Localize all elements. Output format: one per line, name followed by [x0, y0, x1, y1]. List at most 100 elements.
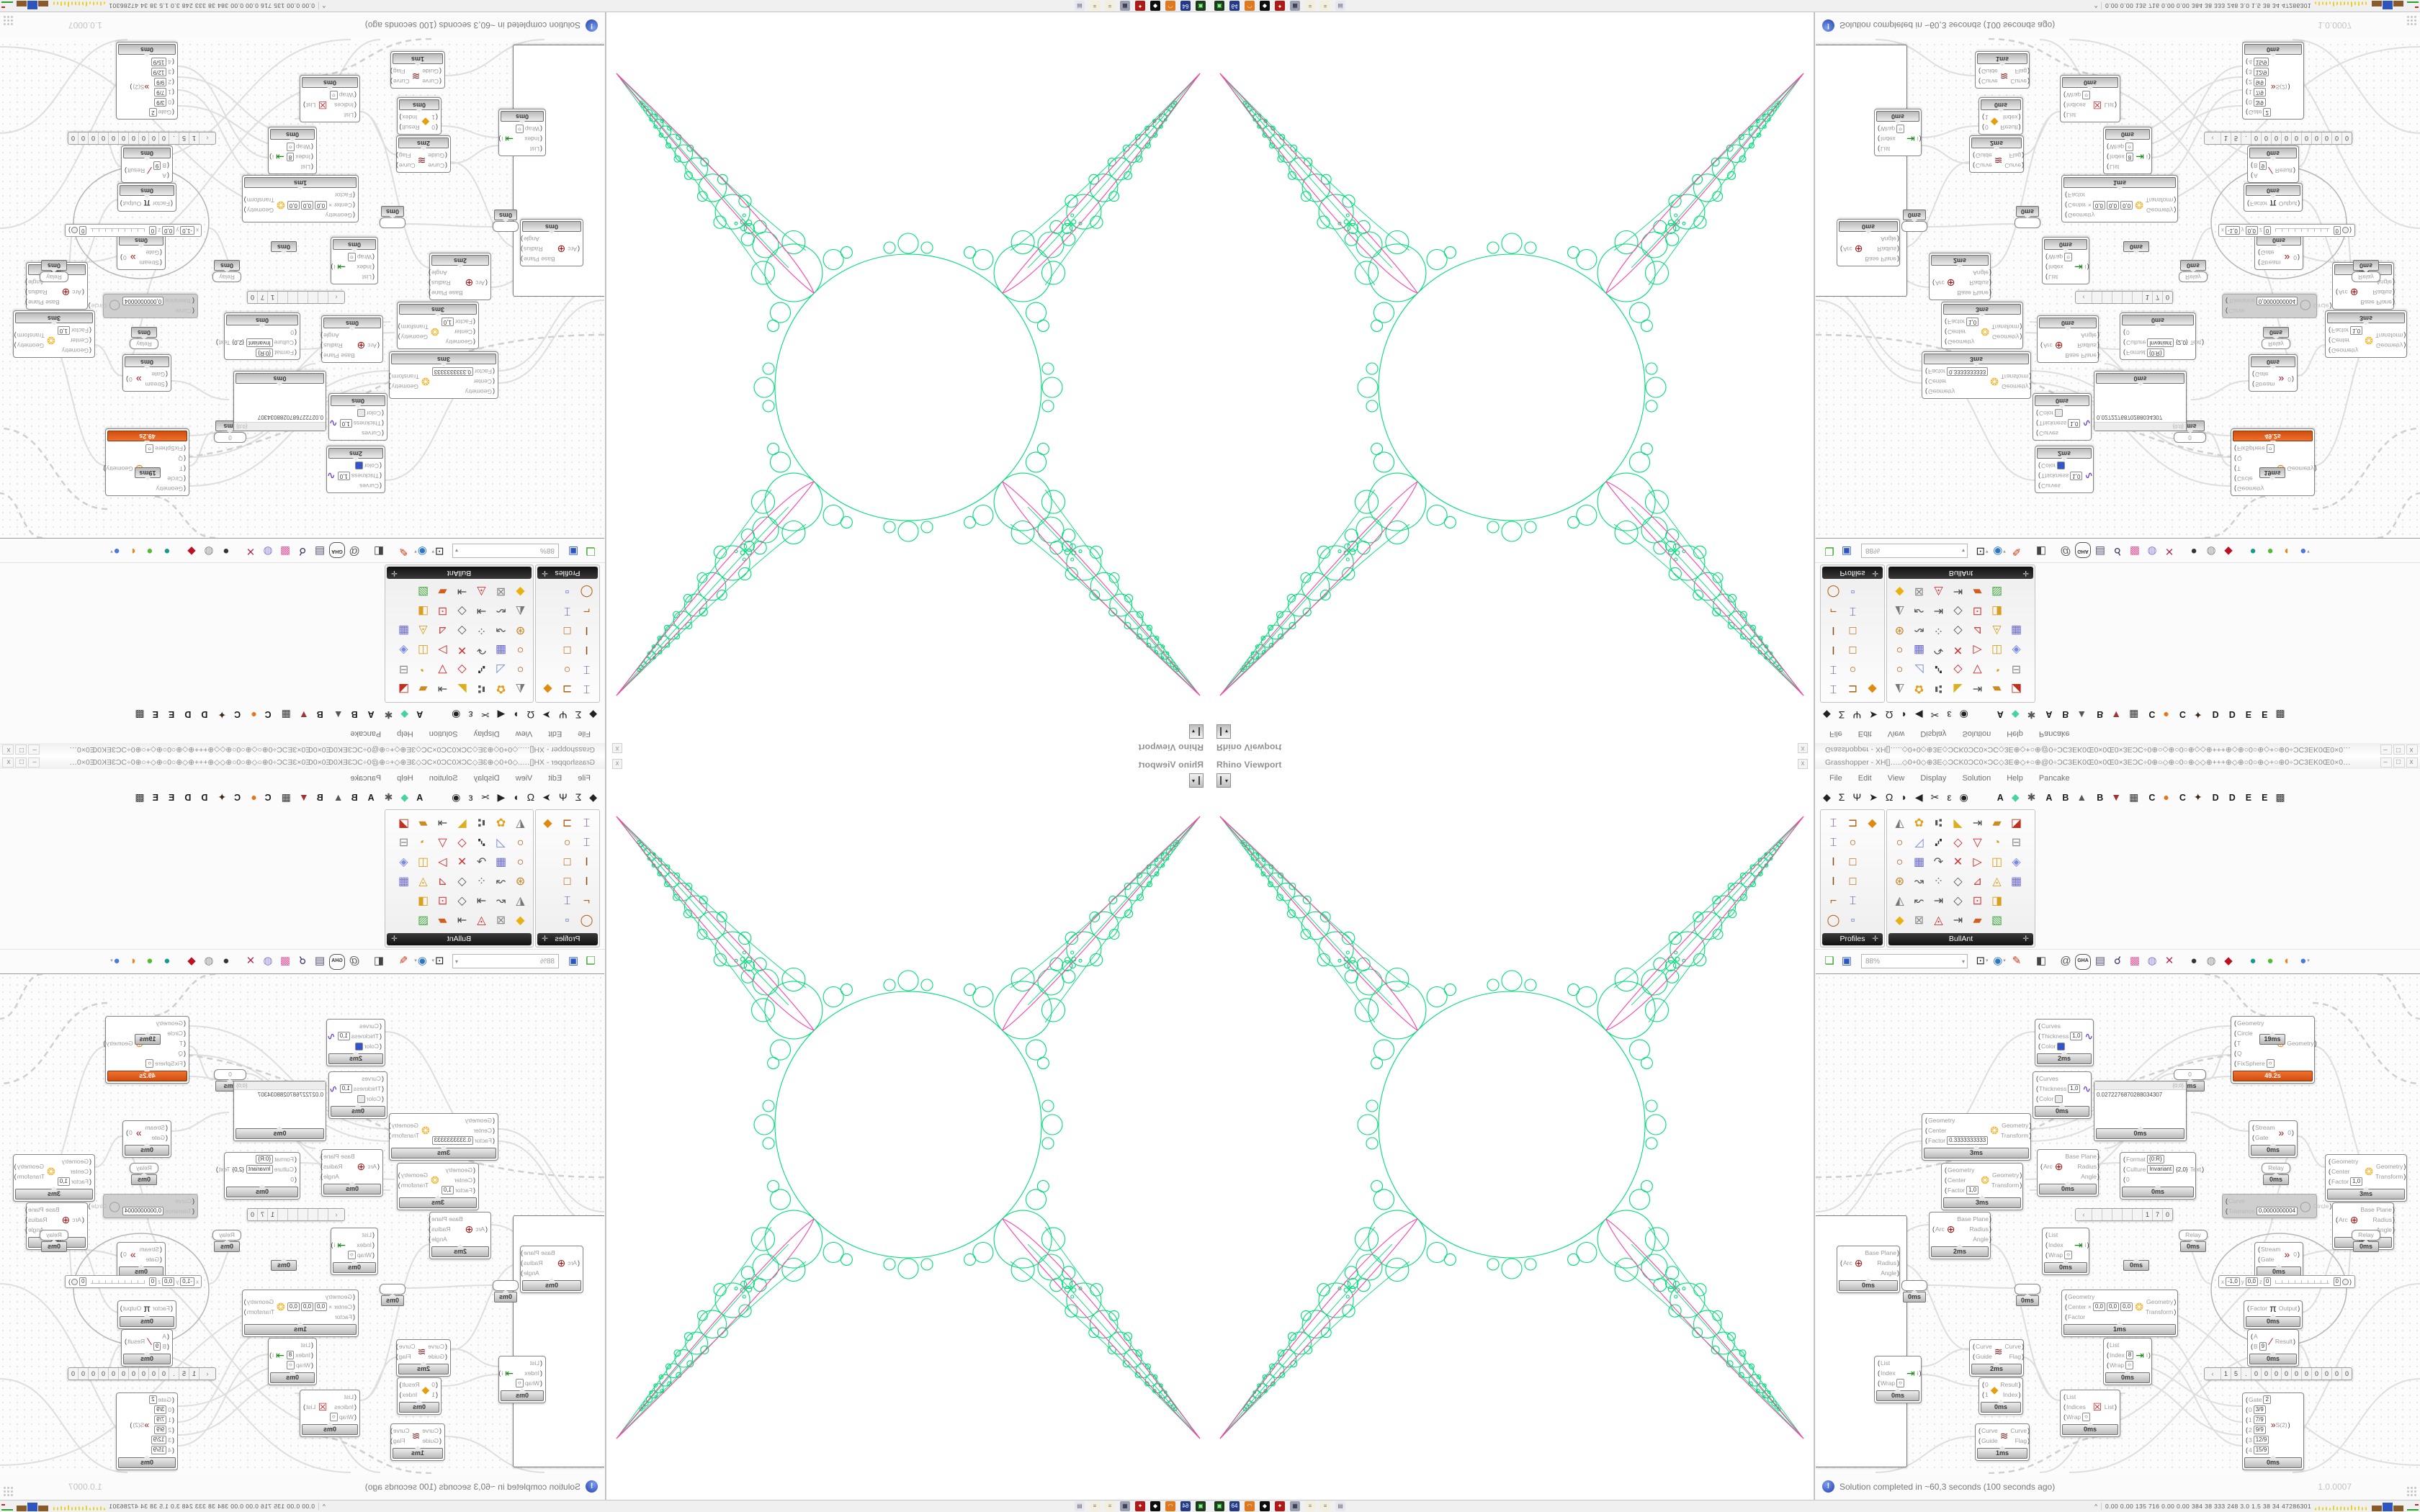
- output-socket[interactable]: ): [388, 1132, 391, 1139]
- scroller-digit[interactable]: 0: [2281, 132, 2291, 144]
- toolbar-button[interactable]: ●: [2249, 545, 2257, 557]
- input-socket[interactable]: (: [1945, 328, 1947, 336]
- scroller-grip[interactable]: ‹: [335, 294, 338, 301]
- scroller-digit[interactable]: 0: [119, 1368, 129, 1380]
- palette-item[interactable]: ⇥: [1933, 895, 1944, 907]
- palette-item[interactable]: □: [1849, 876, 1857, 888]
- scroller-grip[interactable]: ‹: [206, 135, 209, 142]
- palette-item[interactable]: ◨: [417, 605, 429, 617]
- toolbar-button[interactable]: ●: [107, 953, 123, 969]
- slider-knob[interactable]: [2342, 1278, 2349, 1285]
- relay-node[interactable]: 0ms: [380, 204, 405, 228]
- toolbar-button[interactable]: GHA: [329, 542, 345, 558]
- palette-item[interactable]: ⇥: [476, 895, 487, 907]
- gh-node[interactable]: (Format {0:R}(Culture Invariant(0 {2,0} Text…: [2120, 312, 2204, 360]
- input-socket[interactable]: (: [184, 455, 186, 462]
- output-socket[interactable]: ): [395, 1343, 398, 1350]
- input-socket[interactable]: (: [82, 1216, 84, 1223]
- input-socket[interactable]: (: [166, 381, 168, 388]
- toolbar-button[interactable]: @: [2060, 545, 2071, 557]
- input-socket[interactable]: (: [166, 1124, 168, 1131]
- scroller-digit[interactable]: 0: [2281, 1368, 2291, 1380]
- grasshopper-titlebar[interactable]: Grasshopper - XH[]…..◇0+0◇⊕3E◇ƆCK0ƆC0×ƆC…: [1815, 743, 2420, 756]
- gh-node[interactable]: (Curve(Tolerance 0,0000000004 ◯ Circle): [2222, 294, 2331, 318]
- value-chip[interactable]: 0: [2333, 1277, 2341, 1286]
- palette-item[interactable]: ⌶: [583, 683, 591, 695]
- category-tab[interactable]: Ψ: [1852, 791, 1862, 803]
- category-tab[interactable]: E: [152, 709, 158, 719]
- category-tab[interactable]: ✂: [1930, 709, 1940, 721]
- output-socket[interactable]: ): [2329, 302, 2332, 310]
- palette-item[interactable]: ⊠: [1914, 914, 1924, 927]
- input-socket[interactable]: (: [295, 1166, 297, 1173]
- input-socket[interactable]: (: [380, 482, 382, 490]
- palette-item[interactable]: ⊐: [1847, 817, 1858, 829]
- palette-item[interactable]: ◆: [1895, 914, 1904, 927]
- output-socket[interactable]: ): [390, 78, 393, 85]
- window-button[interactable]: x: [2, 757, 14, 768]
- input-socket[interactable]: (: [2246, 68, 2248, 76]
- input-socket[interactable]: (: [2251, 172, 2253, 179]
- toolbar-button[interactable]: ◆: [2224, 955, 2233, 967]
- input-socket[interactable]: (: [2123, 329, 2125, 336]
- input-socket[interactable]: (: [436, 1391, 438, 1398]
- gh-node[interactable]: (List(Index(Wrap ○ ⇥ i) 0ms: [498, 1356, 546, 1403]
- value-chip[interactable]: 2: [2263, 108, 2271, 117]
- input-socket[interactable]: (: [1932, 279, 1935, 287]
- input-socket[interactable]: (: [295, 1156, 297, 1163]
- scroller-digit[interactable]: 0: [2331, 132, 2341, 144]
- output-socket[interactable]: ): [498, 135, 501, 143]
- menu-item-display[interactable]: Display: [1920, 729, 1947, 738]
- category-tab[interactable]: ▩: [2275, 791, 2285, 803]
- gh-node[interactable]: (List(Indices(Wrap ○ ☒ List) 0ms: [2060, 1390, 2120, 1437]
- output-socket[interactable]: ): [2392, 289, 2395, 296]
- palette-item[interactable]: ↷: [1933, 856, 1944, 868]
- input-socket[interactable]: (: [2252, 1134, 2254, 1141]
- output-socket[interactable]: ): [2022, 1343, 2025, 1350]
- palette-group-label[interactable]: BullAnt ✛: [387, 933, 532, 945]
- category-tab[interactable]: E: [2262, 793, 2268, 803]
- category-tab[interactable]: C: [264, 709, 272, 719]
- category-tab[interactable]: Σ: [575, 791, 582, 803]
- palette-item[interactable]: ⑆: [1935, 817, 1942, 829]
- output-socket[interactable]: ): [120, 1251, 122, 1258]
- scroller-digit[interactable]: 1: [2220, 132, 2231, 144]
- category-tab[interactable]: A: [416, 793, 424, 803]
- category-tab[interactable]: ◆: [589, 791, 597, 803]
- relay-node[interactable]: 0ms: [1901, 1280, 1927, 1304]
- scroller-digit[interactable]: 0: [248, 1209, 258, 1220]
- toolbar-button[interactable]: ◧: [2035, 955, 2047, 967]
- palette-item[interactable]: ◇: [457, 605, 467, 617]
- input-socket[interactable]: (: [171, 200, 173, 207]
- toolbar-button[interactable]: ❏: [586, 545, 596, 557]
- gh-node[interactable]: (Arc⊕Base Plane)Radius)Angle)2ms: [1929, 1212, 1991, 1259]
- palette-item[interactable]: ◯: [580, 585, 593, 598]
- relay-node[interactable]: Relay 0ms: [130, 325, 158, 349]
- input-socket[interactable]: (: [1925, 1117, 1927, 1124]
- node-canvas[interactable]: (Curves(Thickness 1,0(Color ∿ 2ms(Curves(Th…: [0, 973, 604, 1475]
- input-socket[interactable]: (: [493, 368, 495, 375]
- toolbar-button[interactable]: ◍: [263, 545, 273, 557]
- gh-node[interactable]: (Geometry(Center(Factor 0.3333333333 ❂ Geom…: [1922, 351, 2031, 399]
- output-socket[interactable]: ): [399, 1381, 402, 1388]
- scroller-digit[interactable]: 0: [2331, 1368, 2341, 1380]
- toolbar-button[interactable]: ◉: [1991, 543, 2007, 559]
- output-socket[interactable]: ): [521, 1269, 524, 1277]
- menu-item-file[interactable]: File: [1829, 729, 1842, 738]
- palette-item[interactable]: ◣: [1953, 817, 1963, 829]
- scroller-digit[interactable]: 1: [2220, 1368, 2231, 1380]
- value-chip[interactable]: 0,0: [315, 1302, 328, 1311]
- point-slider-node[interactable]: x -1,0 y 0,0 z 0 0): [2218, 224, 2355, 237]
- taskbar-app-icon[interactable]: ▤: [1075, 1, 1085, 11]
- toolbar-button[interactable]: ▩: [2129, 545, 2141, 557]
- toolbar-button[interactable]: ❏: [1824, 545, 1834, 557]
- gh-node[interactable]: (List(Index(Wrap ○ ⇥ i) 0ms: [1874, 109, 1922, 156]
- input-socket[interactable]: (: [493, 1137, 495, 1144]
- palette-item[interactable]: ▰: [438, 914, 447, 927]
- toolbar-button[interactable]: ◐: [2284, 545, 2291, 557]
- toolbar-button[interactable]: ⊡: [430, 953, 446, 969]
- gh-node[interactable]: (A(B 9 ⁄ Result) 0ms: [2247, 1329, 2299, 1367]
- category-tab[interactable]: Ψ: [558, 709, 568, 721]
- toolbar-button[interactable]: ◧: [373, 955, 385, 967]
- palette-item[interactable]: ○: [516, 663, 524, 675]
